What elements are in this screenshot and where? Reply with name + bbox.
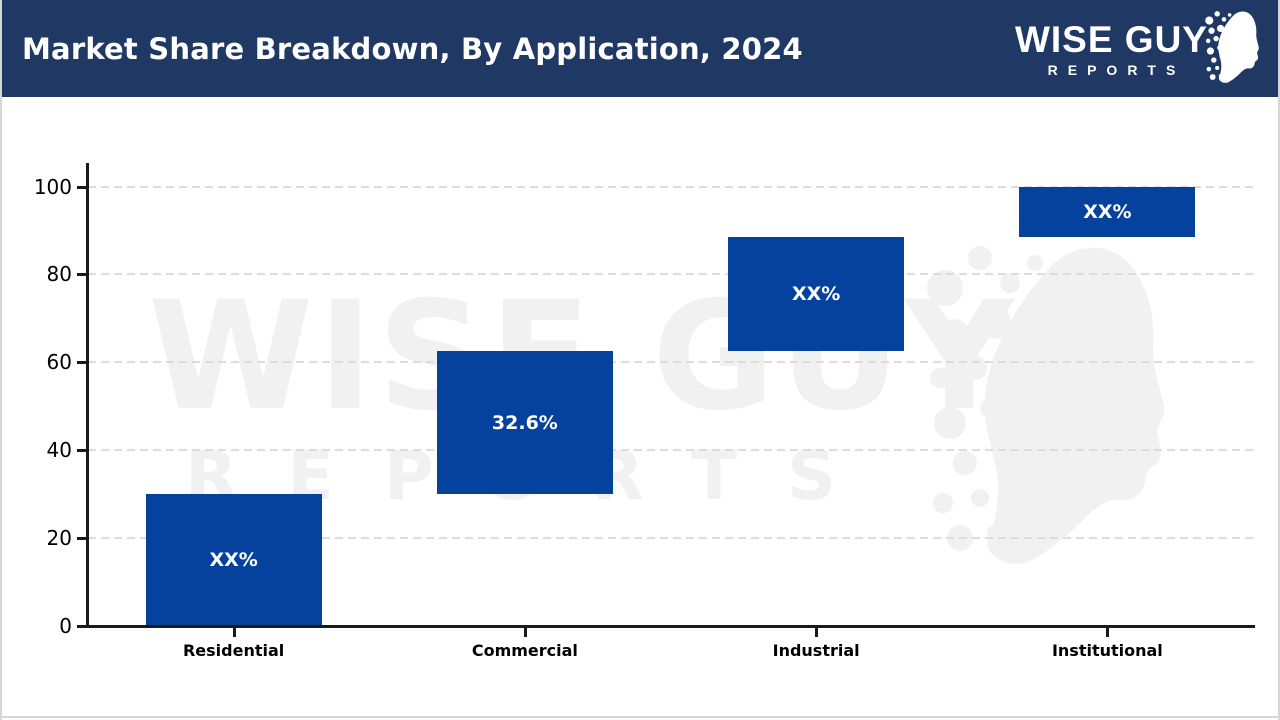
- y-tick-mark: [77, 537, 86, 541]
- dotted-head-icon: [1205, 11, 1259, 83]
- y-tick-mark: [77, 361, 86, 365]
- y-tick-label: 40: [46, 438, 72, 463]
- bar-segment: 32.6%: [436, 350, 613, 495]
- brand-logo-text: WISE GUY REPORTS: [1015, 21, 1208, 77]
- y-gridline: [88, 273, 1253, 276]
- watermark-head-icon: [927, 246, 1165, 564]
- y-tick-mark: [77, 449, 86, 453]
- y-gridline: [88, 361, 1253, 364]
- y-gridline: [88, 449, 1253, 452]
- y-tick-mark: [77, 273, 86, 277]
- x-tick-mark: [815, 628, 819, 637]
- y-tick-label: 100: [33, 174, 72, 199]
- page-border: [0, 716, 1280, 718]
- x-category-label: Residential: [182, 641, 285, 660]
- y-gridline: [88, 537, 1253, 540]
- y-tick-label: 80: [46, 262, 72, 287]
- y-tick-label: 60: [46, 350, 72, 375]
- y-tick-label: 20: [46, 526, 72, 551]
- y-gridline: [88, 185, 1253, 188]
- y-tick-mark: [77, 625, 86, 628]
- brand-logo: WISE GUY REPORTS: [1015, 7, 1262, 91]
- brand-subname: REPORTS: [1047, 62, 1186, 78]
- bar-value-label: 32.6%: [491, 411, 558, 434]
- bar-segment: XX%: [145, 494, 322, 626]
- x-category-label: Industrial: [772, 641, 860, 660]
- y-tick-mark: [77, 185, 86, 189]
- y-axis-line: [86, 163, 89, 628]
- x-axis-line: [86, 625, 1255, 628]
- x-tick-mark: [1106, 628, 1110, 637]
- x-tick-mark: [523, 628, 527, 637]
- y-tick-label: 0: [59, 614, 72, 638]
- bar-value-label: XX%: [791, 282, 841, 305]
- brand-name: WISE GUY: [1014, 19, 1208, 60]
- bar-value-label: XX%: [1083, 200, 1132, 223]
- bar-segment: XX%: [728, 236, 905, 351]
- bar-segment: XX%: [1019, 186, 1196, 237]
- page-title: Market Share Breakdown, By Application, …: [22, 31, 803, 66]
- header-bar: Market Share Breakdown, By Application, …: [0, 0, 1280, 97]
- page-border: [1278, 0, 1280, 720]
- x-category-label: Commercial: [471, 641, 578, 660]
- bar-value-label: XX%: [209, 549, 258, 572]
- x-category-label: Institutional: [1051, 641, 1163, 660]
- page-border: [0, 0, 2, 720]
- x-tick-mark: [232, 628, 236, 637]
